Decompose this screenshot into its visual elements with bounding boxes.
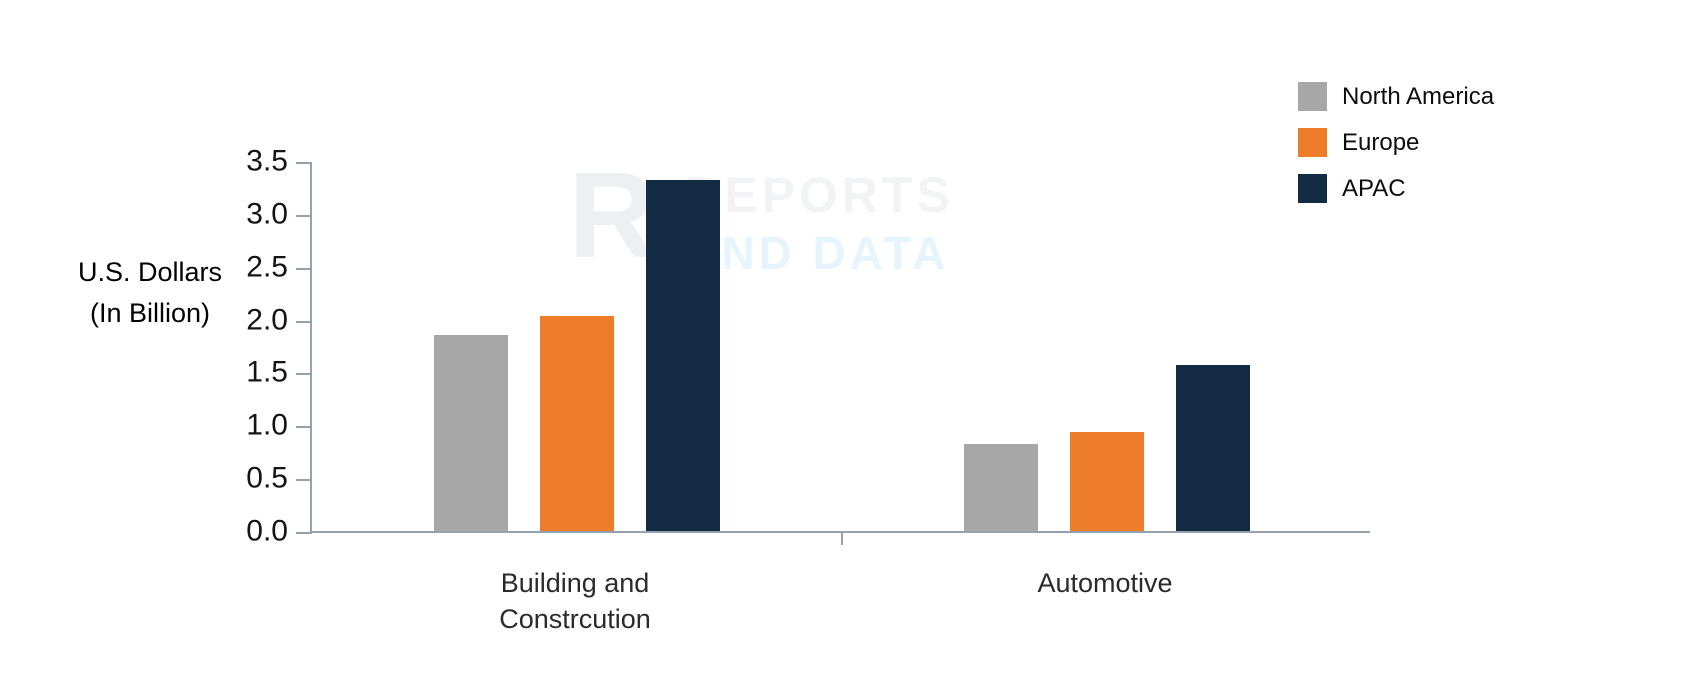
- plot-area: 0.0 0.5 1.0 1.5 2.0 2.5 3.0 3.5: [246, 145, 1370, 548]
- y-tick-label: 1.5: [246, 356, 288, 390]
- legend-label: APAC: [1342, 174, 1406, 202]
- y-axis-title: U.S. Dollars (In Billion): [77, 257, 223, 328]
- y-tick-label: 0.0: [246, 514, 288, 548]
- y-tick-mark: [296, 532, 312, 534]
- legend-item-north-america: North America: [1298, 82, 1494, 111]
- bar-europe-1: [1070, 431, 1144, 531]
- legend-label: North America: [1342, 82, 1495, 110]
- bar-europe-0: [540, 316, 614, 531]
- y-tick-label: 3.5: [246, 144, 288, 178]
- y-tick-label: 3.0: [246, 197, 288, 231]
- legend-label: Europe: [1342, 128, 1420, 156]
- x-axis-divider-tick: [841, 532, 843, 545]
- y-tick-mark: [296, 426, 312, 429]
- legend-item-europe: Europe: [1298, 128, 1494, 157]
- y-tick-mark: [296, 267, 312, 270]
- y-tick-mark: [296, 162, 312, 164]
- bar-apac-1: [1176, 365, 1250, 531]
- y-tick-mark: [296, 479, 312, 482]
- y-tick-label: 1.0: [246, 408, 288, 442]
- bar-north-america-1: [964, 444, 1038, 531]
- legend-item-apac: APAC: [1298, 174, 1494, 203]
- category-label: Building and Constrcution: [499, 568, 651, 635]
- legend-swatch-north-america: [1298, 82, 1327, 111]
- y-tick-label: 2.5: [246, 250, 288, 284]
- y-tick-mark: [296, 214, 312, 217]
- bar-north-america-0: [434, 335, 508, 531]
- y-tick-mark: [296, 373, 312, 376]
- y-tick-label: 0.5: [246, 461, 288, 495]
- category-label: Automotive: [1037, 568, 1173, 598]
- legend-swatch-europe: [1298, 128, 1327, 157]
- legend-swatch-apac: [1298, 174, 1327, 203]
- y-tick-label: 2.0: [246, 303, 288, 337]
- y-tick-mark: [296, 320, 312, 323]
- bar-apac-0: [646, 180, 720, 531]
- legend: North America Europe APAC: [1298, 82, 1494, 220]
